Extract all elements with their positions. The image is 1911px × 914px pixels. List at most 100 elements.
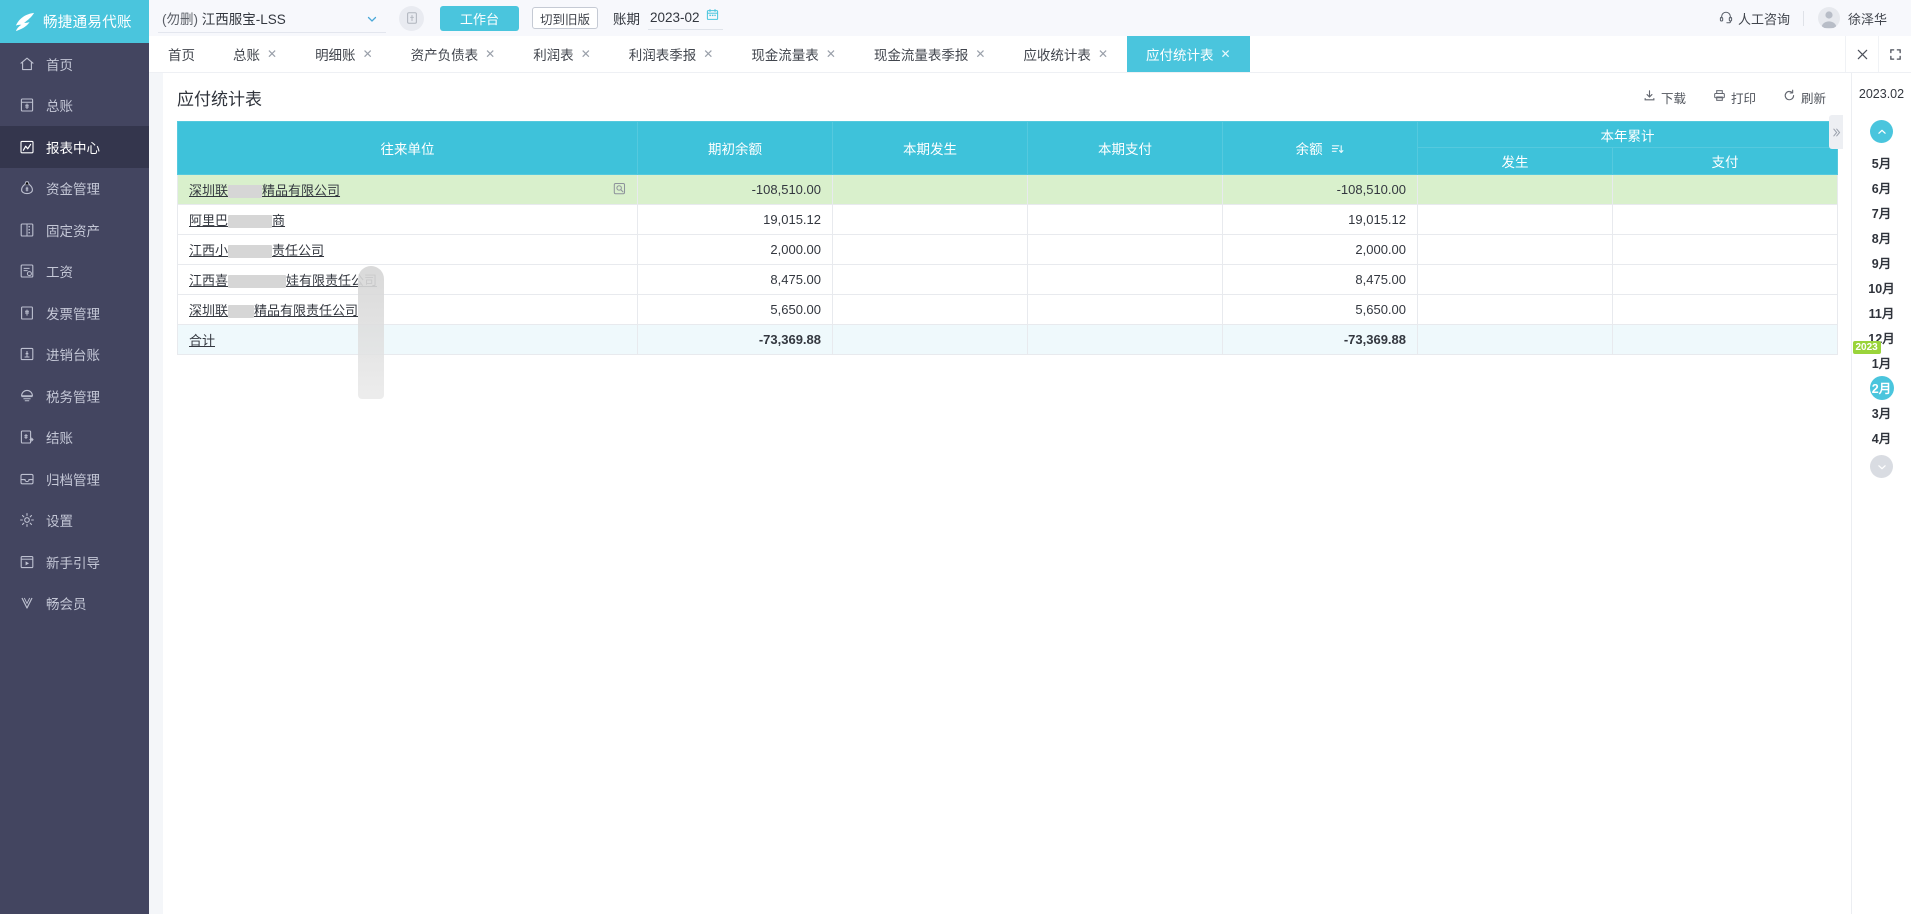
cell-balance[interactable]: 19,015.12 — [1222, 204, 1418, 235]
cell-year-occurred[interactable] — [1417, 174, 1613, 205]
month-item-5[interactable]: 10月 — [1852, 275, 1911, 300]
cell-year-occurred[interactable] — [1417, 294, 1613, 325]
cell-current-paid[interactable] — [1027, 174, 1223, 205]
cell-current-occurred[interactable] — [832, 294, 1028, 325]
switch-to-legacy-button[interactable]: 切到旧版 — [532, 7, 599, 29]
period-picker[interactable]: 2023-02 — [648, 6, 723, 30]
refresh-button[interactable]: 刷新 — [1783, 88, 1826, 107]
tab-close-icon[interactable]: ✕ — [362, 47, 373, 61]
th-current-occurred[interactable]: 本期发生 — [832, 121, 1028, 175]
cell-year-paid[interactable] — [1612, 294, 1838, 325]
table-row[interactable]: 阿里巴 商 19,015.12 19,015.12 — [177, 204, 1838, 235]
th-opening-balance[interactable]: 期初余额 — [637, 121, 833, 175]
cell-balance[interactable]: -108,510.00 — [1222, 174, 1418, 205]
cell-opening-balance[interactable]: 5,650.00 — [637, 294, 833, 325]
sidebar-item-0[interactable]: 首页 — [0, 43, 149, 85]
tab-6[interactable]: 现金流量表 ✕ — [732, 36, 855, 72]
support-button[interactable]: 人工咨询 — [1719, 9, 1803, 28]
tab-close-icon[interactable]: ✕ — [485, 47, 496, 61]
cell-current-occurred[interactable] — [832, 174, 1028, 205]
th-year-occurred[interactable]: 发生 — [1417, 147, 1613, 175]
cell-unit[interactable]: 江西小 责任公司 — [177, 234, 638, 265]
th-current-paid[interactable]: 本期支付 — [1027, 121, 1223, 175]
total-label-link[interactable]: 合计 — [189, 333, 216, 348]
chevron-down-circle-icon[interactable] — [1870, 455, 1893, 478]
close-icon[interactable] — [1845, 36, 1878, 72]
cell-opening-balance[interactable]: 19,015.12 — [637, 204, 833, 235]
month-item-4[interactable]: 9月 — [1852, 250, 1911, 275]
sidebar-item-11[interactable]: 设置 — [0, 500, 149, 542]
cell-year-paid[interactable] — [1612, 174, 1838, 205]
tab-8[interactable]: 应收统计表 ✕ — [1004, 36, 1127, 72]
unit-name-link[interactable]: 江西喜 娃有限责任公司 — [189, 270, 377, 289]
month-item-2[interactable]: 7月 — [1852, 200, 1911, 225]
tab-7[interactable]: 现金流量表季报 ✕ — [855, 36, 1005, 72]
th-year-paid[interactable]: 支付 — [1612, 147, 1838, 175]
cell-total-label[interactable]: 合计 — [177, 324, 638, 355]
tab-5[interactable]: 利润表季报 ✕ — [610, 36, 733, 72]
cell-unit[interactable]: 阿里巴 商 — [177, 204, 638, 235]
sidebar-item-4[interactable]: 固定资产 — [0, 209, 149, 251]
tab-3[interactable]: 资产负债表 ✕ — [392, 36, 515, 72]
sort-icon[interactable] — [1331, 143, 1344, 159]
month-item-11[interactable]: 4月 — [1852, 425, 1911, 450]
user-menu[interactable]: 徐泽华 — [1804, 7, 1887, 29]
sidebar-item-8[interactable]: 税务管理 — [0, 375, 149, 417]
sidebar-item-13[interactable]: 畅会员 — [0, 583, 149, 625]
cell-opening-balance[interactable]: 2,000.00 — [637, 234, 833, 265]
th-unit[interactable]: 往来单位 — [177, 121, 638, 175]
cell-year-paid[interactable] — [1612, 234, 1838, 265]
cell-year-occurred[interactable] — [1417, 264, 1613, 295]
print-button[interactable]: 打印 — [1713, 88, 1756, 107]
cell-balance[interactable]: 2,000.00 — [1222, 234, 1418, 265]
cell-year-occurred[interactable] — [1417, 204, 1613, 235]
tab-4[interactable]: 利润表 ✕ — [514, 36, 610, 72]
tab-2[interactable]: 明细账 ✕ — [296, 36, 392, 72]
sidebar-item-1[interactable]: 总账 — [0, 85, 149, 127]
month-item-9[interactable]: 2月 — [1852, 375, 1911, 400]
sidebar-item-10[interactable]: 归档管理 — [0, 458, 149, 500]
table-row[interactable]: 深圳联 精品有限责任公司 5,650.00 5,650.00 — [177, 294, 1838, 325]
tab-close-icon[interactable]: ✕ — [825, 47, 836, 61]
tab-0[interactable]: 首页 — [149, 36, 214, 72]
sidebar-item-6[interactable]: 发票管理 — [0, 292, 149, 334]
table-row[interactable]: 江西喜 娃有限责任公司 8,475.00 8,475.00 — [177, 264, 1838, 295]
cell-current-paid[interactable] — [1027, 294, 1223, 325]
month-item-10[interactable]: 3月 — [1852, 400, 1911, 425]
th-balance[interactable]: 余额 — [1222, 121, 1418, 175]
unit-name-link[interactable]: 江西小 责任公司 — [189, 240, 324, 259]
cell-year-paid[interactable] — [1612, 204, 1838, 235]
tab-close-icon[interactable]: ✕ — [1097, 47, 1108, 61]
cell-unit[interactable]: 深圳联 精品有限责任公司 — [177, 294, 638, 325]
cell-current-occurred[interactable] — [832, 264, 1028, 295]
cell-current-occurred[interactable] — [832, 234, 1028, 265]
tab-close-icon[interactable]: ✕ — [975, 47, 986, 61]
cell-current-paid[interactable] — [1027, 264, 1223, 295]
search-in-row-icon[interactable] — [613, 182, 626, 198]
tab-close-icon[interactable]: ✕ — [1220, 47, 1231, 61]
tab-close-icon[interactable]: ✕ — [267, 47, 278, 61]
cell-current-occurred[interactable] — [832, 204, 1028, 235]
cell-current-paid[interactable] — [1027, 204, 1223, 235]
unit-name-link[interactable]: 阿里巴 商 — [189, 210, 285, 229]
month-item-1[interactable]: 6月 — [1852, 175, 1911, 200]
month-item-8[interactable]: 2023 1月 — [1852, 341, 1911, 375]
fullscreen-icon[interactable] — [1878, 36, 1911, 72]
tab-close-icon[interactable]: ✕ — [580, 47, 591, 61]
cell-year-paid[interactable] — [1612, 264, 1838, 295]
cell-current-paid[interactable] — [1027, 234, 1223, 265]
month-item-3[interactable]: 8月 — [1852, 225, 1911, 250]
table-row[interactable]: 深圳联 精品有限公司 -108,510.00 -108,510.00 — [177, 174, 1838, 205]
company-selector[interactable]: (勿删) 江西服宝-LSS — [158, 3, 386, 33]
cell-balance[interactable]: 8,475.00 — [1222, 264, 1418, 295]
cell-balance[interactable]: 5,650.00 — [1222, 294, 1418, 325]
sidebar-item-2[interactable]: 报表中心 — [0, 126, 149, 168]
cell-opening-balance[interactable]: -108,510.00 — [637, 174, 833, 205]
cell-opening-balance[interactable]: 8,475.00 — [637, 264, 833, 295]
unit-name-link[interactable]: 深圳联 精品有限责任公司 — [189, 300, 358, 319]
sidebar-item-9[interactable]: 结账 — [0, 417, 149, 459]
month-item-0[interactable]: 5月 — [1852, 150, 1911, 175]
tab-close-icon[interactable]: ✕ — [703, 47, 714, 61]
account-book-icon[interactable] — [399, 5, 424, 31]
chevron-up-circle-icon[interactable] — [1870, 120, 1893, 143]
